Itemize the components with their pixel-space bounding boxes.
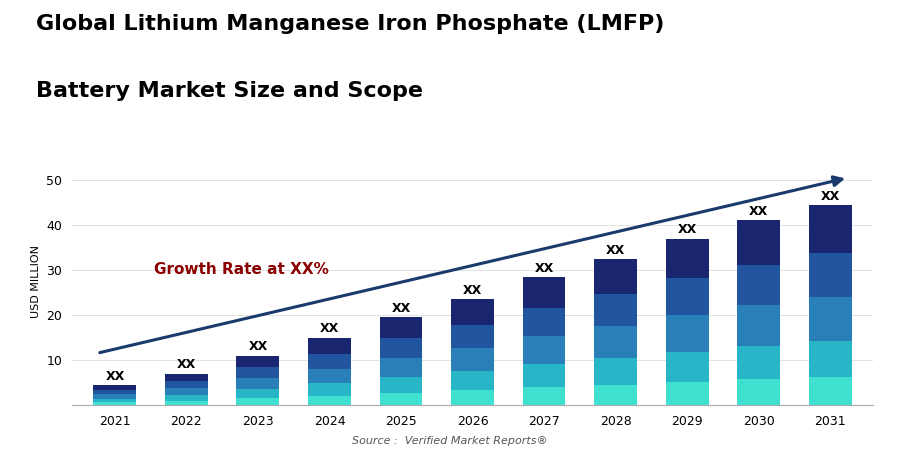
Bar (308, 383, 351, 396)
Bar (308, 396, 351, 405)
Bar (666, 382, 708, 405)
Bar (165, 381, 208, 388)
Y-axis label: USD MILLION: USD MILLION (31, 245, 40, 318)
Text: Growth Rate at XX%: Growth Rate at XX% (154, 262, 329, 278)
Bar (737, 346, 780, 379)
Bar (237, 367, 279, 378)
Bar (523, 364, 565, 387)
Bar (165, 400, 208, 405)
Bar (237, 356, 279, 367)
Bar (523, 387, 565, 405)
Text: XX: XX (463, 284, 482, 297)
Bar (666, 238, 708, 279)
Bar (380, 377, 422, 393)
Bar (523, 307, 565, 336)
Bar (165, 395, 208, 400)
Bar (737, 220, 780, 265)
Text: XX: XX (392, 302, 410, 315)
Bar (666, 315, 708, 352)
Bar (808, 297, 851, 341)
Bar (594, 358, 637, 384)
Bar (737, 265, 780, 306)
Bar (451, 348, 494, 371)
Bar (594, 259, 637, 294)
Text: XX: XX (176, 358, 196, 371)
Bar (94, 399, 137, 402)
Text: XX: XX (606, 243, 626, 256)
Bar (808, 377, 851, 405)
Bar (380, 317, 422, 338)
Bar (308, 338, 351, 354)
Bar (94, 394, 137, 399)
Text: XX: XX (248, 340, 267, 353)
Bar (808, 205, 851, 253)
Bar (380, 358, 422, 377)
Bar (737, 379, 780, 405)
Bar (94, 390, 137, 394)
Bar (523, 336, 565, 364)
Text: Global Lithium Manganese Iron Phosphate (LMFP): Global Lithium Manganese Iron Phosphate … (36, 14, 664, 33)
Bar (808, 253, 851, 297)
Text: XX: XX (320, 322, 339, 335)
Text: XX: XX (535, 261, 554, 274)
Bar (165, 374, 208, 381)
Bar (94, 385, 137, 390)
Bar (451, 371, 494, 390)
Text: XX: XX (678, 223, 697, 236)
Bar (451, 324, 494, 348)
Text: XX: XX (105, 369, 124, 382)
Bar (237, 389, 279, 398)
Bar (237, 378, 279, 389)
Bar (380, 338, 422, 358)
Bar (808, 341, 851, 377)
Text: XX: XX (749, 205, 769, 218)
Bar (94, 402, 137, 405)
Text: XX: XX (821, 189, 840, 202)
Bar (666, 352, 708, 382)
Bar (451, 390, 494, 405)
Bar (523, 277, 565, 307)
Bar (594, 326, 637, 358)
Bar (237, 398, 279, 405)
Bar (666, 279, 708, 315)
Bar (451, 299, 494, 324)
Bar (308, 354, 351, 369)
Bar (737, 306, 780, 346)
Bar (165, 388, 208, 395)
Bar (308, 369, 351, 383)
Text: Battery Market Size and Scope: Battery Market Size and Scope (36, 81, 423, 101)
Bar (594, 294, 637, 326)
Text: Source :  Verified Market Reports®: Source : Verified Market Reports® (352, 436, 548, 446)
Bar (380, 393, 422, 405)
Bar (594, 384, 637, 405)
